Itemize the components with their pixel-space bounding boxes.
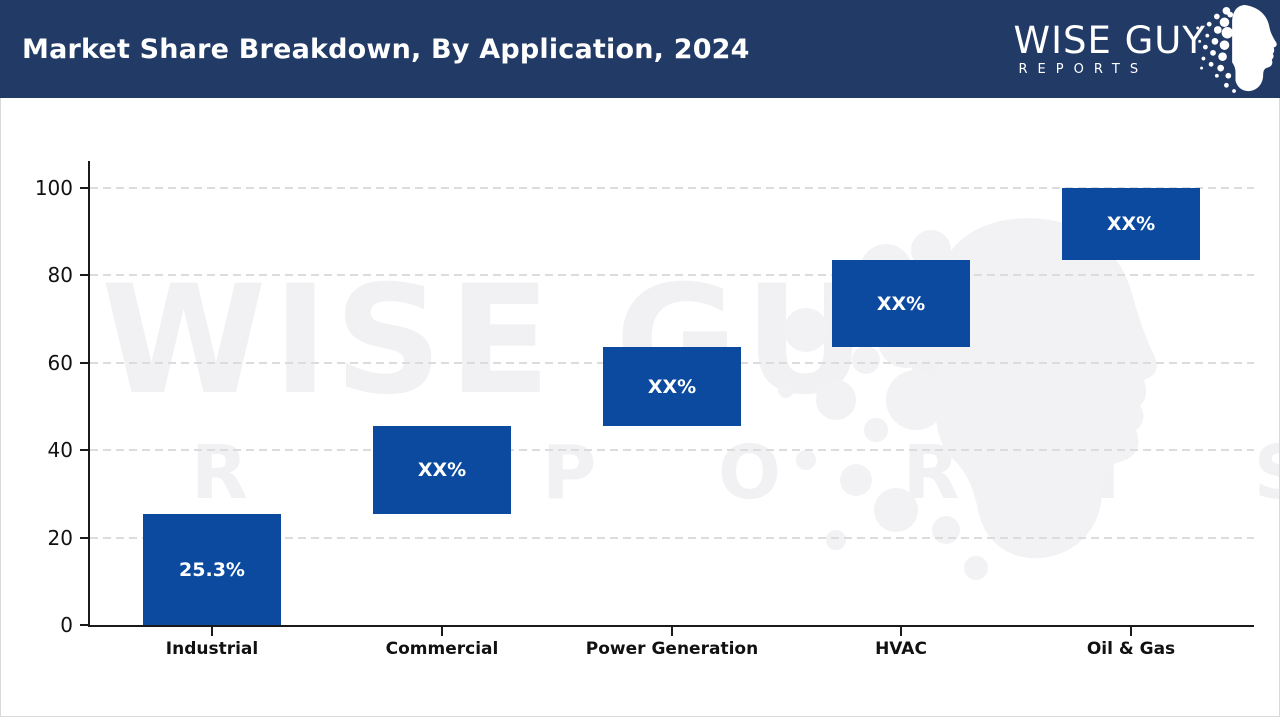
header-banner: Market Share Breakdown, By Application, … (0, 0, 1280, 98)
y-tick-mark-80 (80, 274, 88, 277)
x-tick-mark-commercial (441, 627, 443, 636)
logo-wordmark: WISE GUY REPORTS (1014, 22, 1206, 77)
bar-value-label: XX% (417, 459, 467, 482)
logo-face-icon (1196, 5, 1277, 93)
x-tick-mark-hvac (900, 627, 902, 636)
page-title: Market Share Breakdown, By Application, … (22, 33, 750, 65)
x-axis-category-label: Power Generation (585, 639, 759, 659)
x-axis-category-label: Commercial (385, 639, 499, 659)
x-axis-category-label: Industrial (165, 639, 259, 659)
gridline-20 (90, 536, 1254, 539)
y-axis (88, 161, 90, 627)
y-tick-mark-100 (80, 186, 88, 189)
bar-industrial: 25.3% (143, 514, 281, 625)
y-tick-mark-40 (80, 449, 88, 452)
x-axis-category-label: HVAC (875, 639, 927, 659)
y-axis-tick-label: 0 (60, 613, 73, 637)
bar-commercial: XX% (373, 426, 511, 515)
bar-hvac: XX% (832, 259, 970, 348)
x-tick-mark-oil-gas (1130, 627, 1132, 636)
y-axis-tick-label: 20 (47, 525, 73, 550)
x-tick-mark-power-generation (671, 627, 673, 636)
gridline-80 (90, 274, 1254, 277)
logo-wordmark-line2: REPORTS (1018, 61, 1149, 77)
y-axis-tick-label: 100 (34, 175, 73, 200)
y-tick-mark-0 (80, 624, 88, 626)
x-axis (88, 625, 1254, 627)
logo-wordmark-line1: WISE GUY (1013, 18, 1206, 62)
y-axis-tick-label: 80 (47, 263, 73, 288)
y-axis-tick-label: 40 (47, 438, 73, 463)
bar-power-generation: XX% (603, 347, 741, 427)
bar-value-label: XX% (647, 375, 697, 398)
gridline-100 (90, 186, 1254, 189)
y-tick-mark-20 (80, 536, 88, 539)
gridline-40 (90, 449, 1254, 452)
bar-value-label: 25.3% (179, 558, 245, 581)
y-axis-tick-label: 60 (47, 350, 73, 375)
bar-oil-gas: XX% (1062, 187, 1200, 260)
x-tick-mark-industrial (211, 627, 213, 636)
bar-value-label: XX% (1106, 212, 1156, 235)
x-axis-category-label: Oil & Gas (1086, 639, 1176, 659)
chart-area: WISE GUY R E P O R T S 0 20 40 60 80 100 Indus… (0, 98, 1280, 717)
bar-value-label: XX% (876, 292, 926, 315)
wise-guy-reports-logo: WISE GUY REPORTS (1014, 0, 1278, 98)
y-tick-mark-60 (80, 361, 88, 364)
waterfall-chart: 0 20 40 60 80 100 Industrial 25.3% Commercial XX%… (1, 98, 1279, 716)
